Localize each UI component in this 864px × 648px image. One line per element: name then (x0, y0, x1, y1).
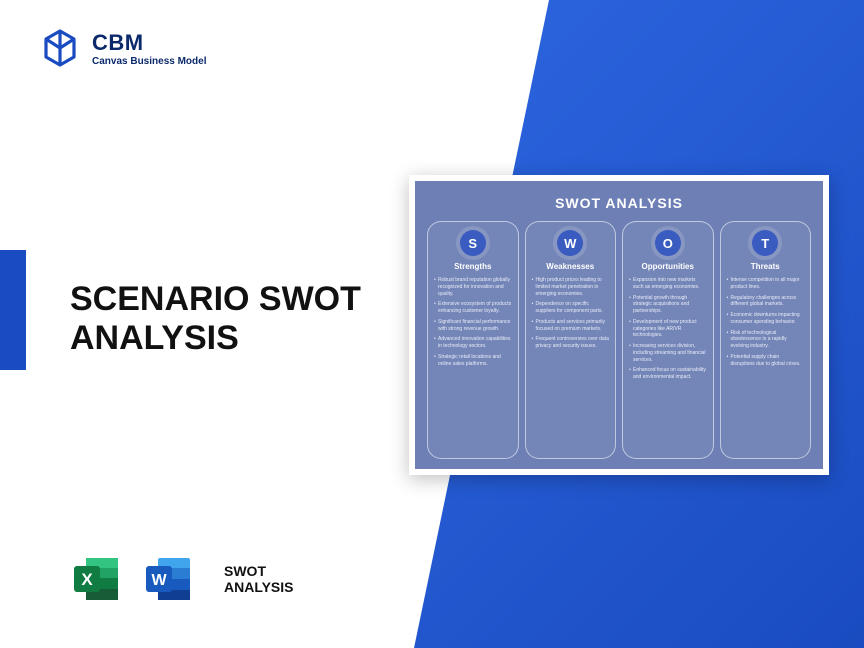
brand-tagline: Canvas Business Model (92, 56, 206, 67)
list-item: Risk of technological obsolescence in a … (727, 330, 805, 350)
svg-text:W: W (151, 572, 167, 589)
swot-heading-s: Strengths (454, 262, 491, 271)
swot-col-weaknesses: W Weaknesses High product prices leading… (525, 221, 617, 459)
swot-heading-w: Weaknesses (546, 262, 594, 271)
swot-heading-t: Threats (751, 262, 780, 271)
list-item: Potential growth through strategic acqui… (629, 295, 707, 315)
swot-badge-w: W (557, 230, 583, 256)
list-item: Dependence on specific suppliers for com… (532, 301, 610, 315)
swot-badge-t: T (752, 230, 778, 256)
word-icon: W (142, 552, 196, 606)
swot-items-o: Expansion into new markets such as emerg… (629, 277, 707, 385)
svg-text:X: X (81, 570, 93, 589)
title-line-1: SCENARIO SWOT (70, 280, 361, 318)
list-item: Expansion into new markets such as emerg… (629, 277, 707, 291)
logo-icon (40, 28, 80, 68)
list-item: Enhanced focus on sustainability and env… (629, 367, 707, 381)
swot-col-opportunities: O Opportunities Expansion into new marke… (622, 221, 714, 459)
logo-region: CBM Canvas Business Model (40, 28, 206, 68)
list-item: Increasing services division, including … (629, 343, 707, 363)
list-item: Significant financial performance with s… (434, 319, 512, 333)
title-line-2: ANALYSIS (70, 319, 239, 357)
list-item: Potential supply chain disruptions due t… (727, 354, 805, 368)
swot-heading-o: Opportunities (642, 262, 694, 271)
list-item: Development of new product categories li… (629, 319, 707, 339)
swot-col-threats: T Threats Intense competition in all maj… (720, 221, 812, 459)
list-item: Robust brand reputation globally recogni… (434, 277, 512, 297)
page-title: SCENARIO SWOT ANALYSIS (70, 280, 361, 358)
list-item: Strategic retail locations and online sa… (434, 354, 512, 368)
left-accent-bar (0, 250, 26, 370)
list-item: Intense competition in all major product… (727, 277, 805, 291)
list-item: Economic downturns impacting consumer sp… (727, 312, 805, 326)
logo-text: CBM Canvas Business Model (92, 30, 206, 67)
list-item: High product prices leading to limited m… (532, 277, 610, 297)
swot-columns: S Strengths Robust brand reputation glob… (427, 221, 811, 459)
file-type-icons: X W SWOT ANALYSIS (70, 552, 294, 606)
swot-badge-s: S (460, 230, 486, 256)
swot-card: SWOT ANALYSIS S Strengths Robust brand r… (409, 175, 829, 475)
swot-items-s: Robust brand reputation globally recogni… (434, 277, 512, 371)
footer-label-line-2: ANALYSIS (224, 579, 294, 595)
footer-label-line-1: SWOT (224, 563, 266, 579)
swot-items-t: Intense competition in all major product… (727, 277, 805, 371)
list-item: Frequent controversies over data privacy… (532, 336, 610, 350)
swot-col-strengths: S Strengths Robust brand reputation glob… (427, 221, 519, 459)
swot-items-w: High product prices leading to limited m… (532, 277, 610, 354)
file-icons-label: SWOT ANALYSIS (224, 563, 294, 595)
list-item: Regulatory challenges across different g… (727, 295, 805, 309)
list-item: Products and services primarily focused … (532, 319, 610, 333)
excel-icon: X (70, 552, 124, 606)
swot-badge-o: O (655, 230, 681, 256)
list-item: Extensive ecosystem of products enhancin… (434, 301, 512, 315)
list-item: Advanced innovation capabilities in tech… (434, 336, 512, 350)
swot-card-title: SWOT ANALYSIS (427, 195, 811, 211)
brand-name: CBM (92, 30, 206, 56)
